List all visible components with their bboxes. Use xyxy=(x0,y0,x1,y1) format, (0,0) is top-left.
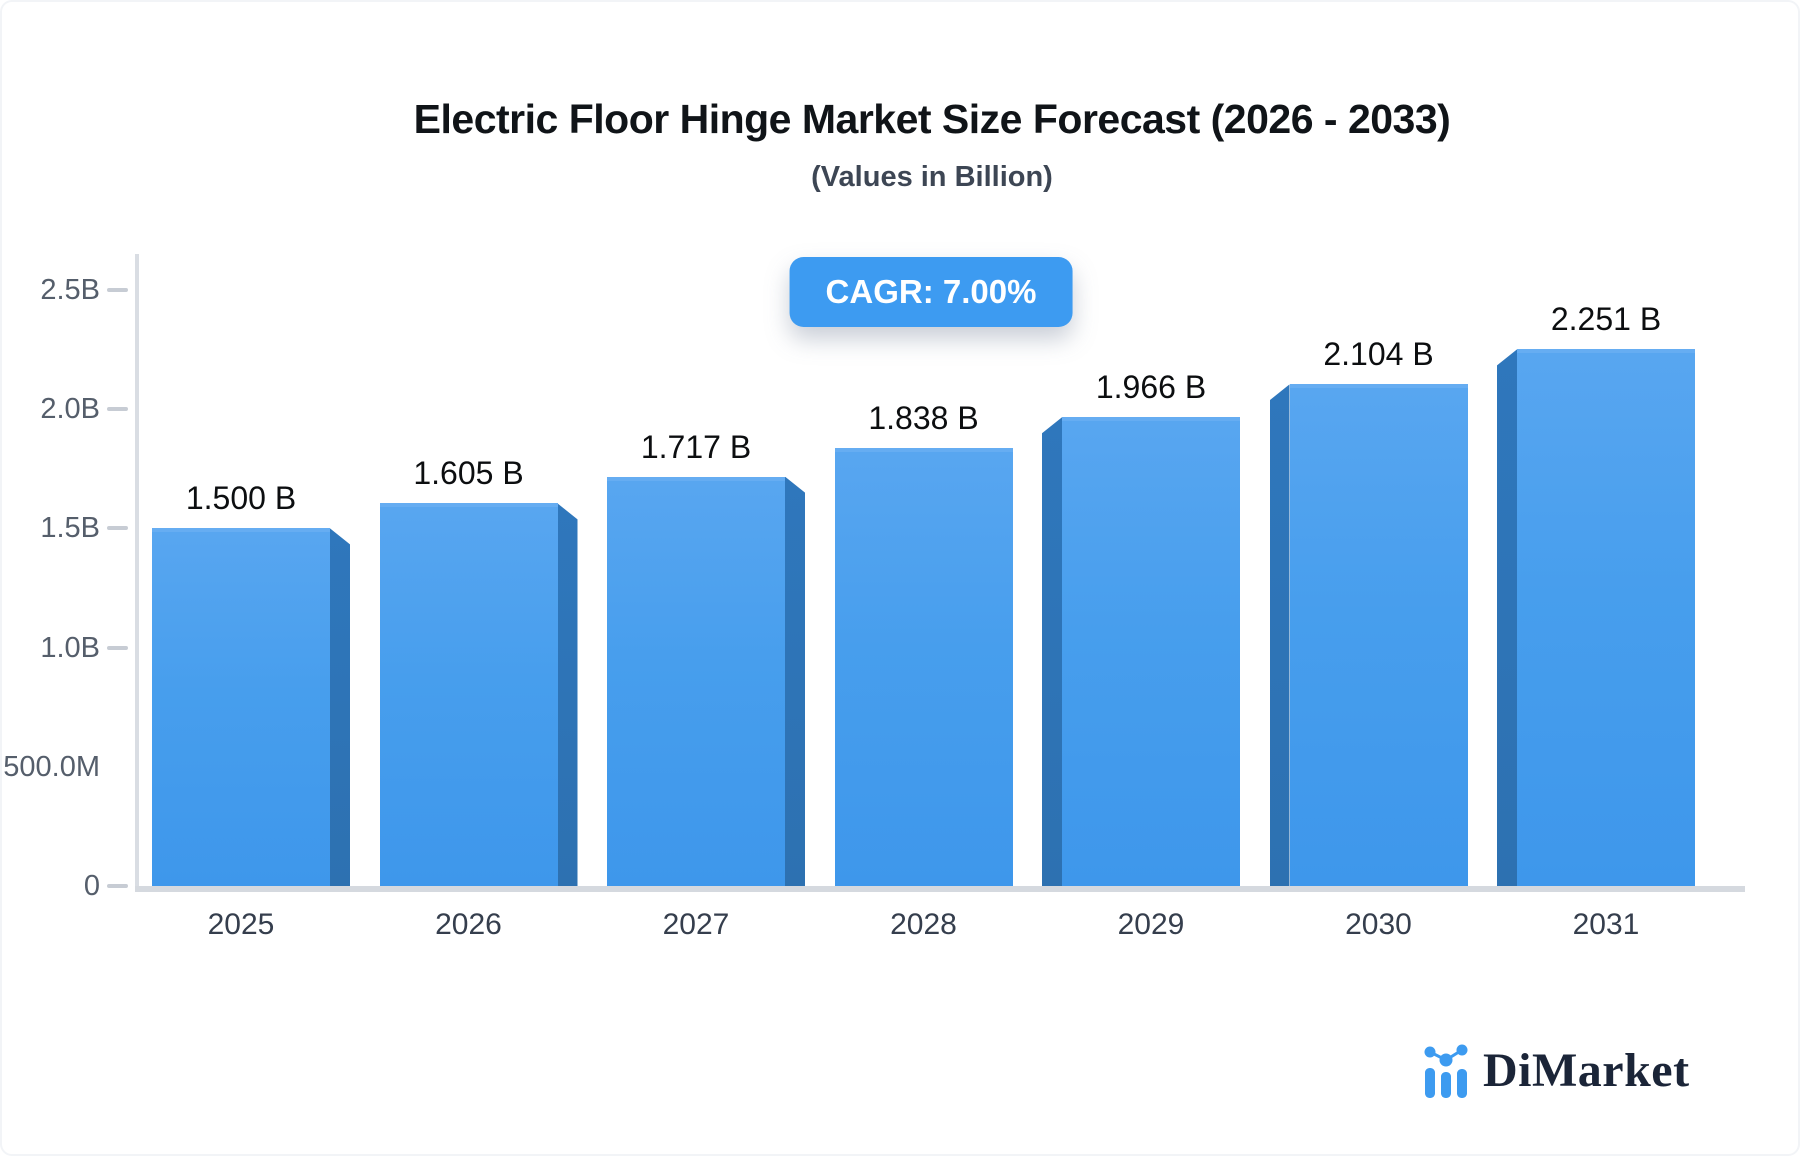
brand-logo-text: DiMarket xyxy=(1483,1043,1690,1097)
bar-side-2026 xyxy=(557,503,578,886)
bar-value-label-2029: 1.966 B xyxy=(1095,369,1207,406)
bar-value-label-2027: 1.717 B xyxy=(640,428,752,465)
chart-subtitle: (Values in Billion) xyxy=(811,161,1053,193)
y-tick-label-1.5B: 1.5B xyxy=(40,512,100,545)
x-axis-label-2030: 2030 xyxy=(1345,908,1412,941)
y-tick-dash xyxy=(107,884,128,888)
bar-value-label-2031: 2.251 B xyxy=(1550,301,1662,338)
x-axis-label-2029: 2029 xyxy=(1117,908,1185,941)
bar-2025 xyxy=(152,528,330,886)
bar-2026 xyxy=(379,503,558,886)
y-tick-dash xyxy=(107,407,128,412)
bar-side-2030 xyxy=(1269,384,1290,886)
bar-2030 xyxy=(1289,384,1468,886)
y-tick-label-0: 0 xyxy=(83,870,100,902)
x-axis-line xyxy=(135,886,1745,892)
bar-value-label-2025: 1.500 B xyxy=(185,480,297,517)
y-tick-dash xyxy=(107,526,128,531)
x-axis-label-2031: 2031 xyxy=(1572,908,1640,941)
bar-2028 xyxy=(834,447,1013,886)
x-axis-label-2028: 2028 xyxy=(890,908,957,941)
chart-title: Electric Floor Hinge Market Size Forecas… xyxy=(413,96,1451,142)
bar-value-label-2030: 2.104 B xyxy=(1323,336,1434,373)
x-axis-label-2027: 2027 xyxy=(662,908,730,941)
bar-value-label-2028: 1.838 B xyxy=(868,399,979,436)
bar-2029 xyxy=(1062,417,1240,886)
y-tick-label-1.0B: 1.0B xyxy=(40,631,100,664)
bar-side-2027 xyxy=(785,476,805,886)
x-axis-label-2025: 2025 xyxy=(207,908,275,941)
y-tick-dash xyxy=(107,288,128,292)
bar-value-label-2026: 1.605 B xyxy=(413,455,524,492)
cagr-badge: CAGR: 7.00% xyxy=(789,257,1073,327)
bar-2031 xyxy=(1517,349,1695,886)
bar-side-2031 xyxy=(1497,349,1517,886)
y-tick-label-2.0B: 2.0B xyxy=(40,393,100,426)
brand-logo: DiMarket xyxy=(1423,1040,1690,1100)
bar-chart-logo-icon xyxy=(1424,1044,1468,1098)
y-tick-label-500.0M: 500.0M xyxy=(3,750,100,783)
bar-side-2029 xyxy=(1042,417,1062,886)
x-axis-label-2026: 2026 xyxy=(435,908,502,941)
bar-2027 xyxy=(607,476,785,886)
chart-header: Electric Floor Hinge Market Size Forecas… xyxy=(32,2,1798,194)
y-tick-label-2.5B: 2.5B xyxy=(40,274,100,306)
bar-side-2025 xyxy=(330,528,350,886)
y-tick-dash xyxy=(107,645,128,650)
y-axis-line xyxy=(135,254,139,888)
